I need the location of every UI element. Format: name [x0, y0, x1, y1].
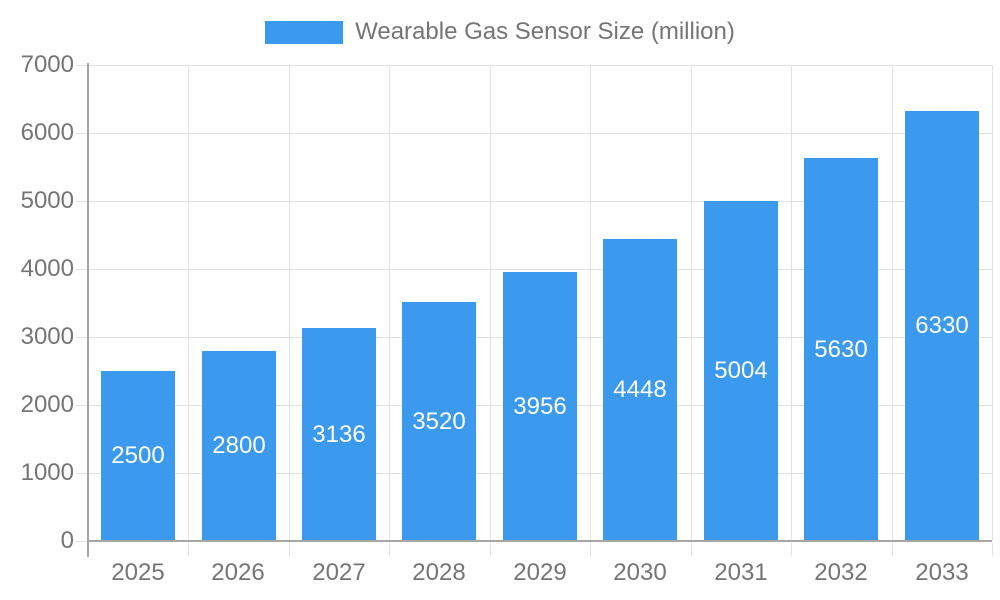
x-tick-label: 2025: [111, 559, 165, 586]
y-axis-tick: [76, 541, 88, 542]
x-tick-label: 2033: [915, 559, 969, 586]
y-axis-tick: [76, 405, 88, 406]
gridline-vertical: [389, 65, 390, 541]
x-axis-line: [88, 540, 992, 542]
x-tick-label: 2029: [513, 559, 567, 586]
x-axis-tick: [389, 543, 390, 556]
y-tick-label: 6000: [20, 119, 74, 146]
x-axis-tick: [791, 543, 792, 556]
gridline-vertical: [188, 65, 189, 541]
bar-value-label: 2500: [111, 442, 165, 469]
y-axis-tick: [76, 65, 88, 66]
legend-swatch: [265, 20, 344, 44]
bar-value-label: 2800: [212, 432, 266, 459]
legend: Wearable Gas Sensor Size (million): [0, 17, 1000, 47]
x-axis-tick: [590, 543, 591, 556]
y-axis-tick: [76, 201, 88, 202]
gridline-vertical: [992, 65, 993, 541]
gridline-horizontal: [88, 269, 992, 270]
bar-value-label: 3956: [513, 392, 567, 420]
gridline-vertical: [490, 65, 491, 541]
gridline-horizontal: [88, 201, 992, 202]
x-tick-label: 2030: [613, 559, 667, 586]
x-axis-tick: [992, 543, 993, 556]
gridline-vertical: [590, 65, 591, 541]
y-axis-tick: [76, 269, 88, 270]
y-tick-label: 0: [60, 527, 74, 554]
gridline-horizontal: [88, 65, 992, 66]
bar-value-label: 4448: [613, 376, 667, 403]
x-axis-tick: [892, 543, 893, 556]
x-tick-label: 2031: [714, 559, 768, 586]
bar-value-label: 6330: [915, 312, 969, 339]
gridline-horizontal: [88, 133, 992, 134]
y-axis-tick: [76, 473, 88, 474]
legend-label: Wearable Gas Sensor Size (million): [355, 18, 735, 45]
y-tick-label: 3000: [20, 323, 74, 350]
bar-value-label: 3136: [312, 420, 366, 448]
x-tick-label: 2026: [211, 559, 265, 586]
bar: 4448: [603, 239, 677, 541]
bar: 3136: [302, 328, 376, 541]
x-axis-tick: [289, 543, 290, 556]
y-axis-tick: [76, 337, 88, 338]
y-axis-line: [87, 63, 89, 557]
bar: 3520: [402, 302, 476, 541]
bar-value-label: 5630: [814, 335, 868, 363]
bar: 2800: [202, 351, 276, 541]
x-tick-label: 2028: [412, 559, 466, 586]
bar: 5630: [804, 158, 878, 541]
bar: 2500: [101, 371, 175, 541]
gridline-vertical: [791, 65, 792, 541]
x-axis-tick: [188, 543, 189, 556]
x-tick-label: 2027: [312, 559, 366, 586]
bar-value-label: 5004: [714, 357, 768, 384]
bar: 6330: [905, 111, 979, 541]
bar: 5004: [704, 201, 778, 541]
x-axis-tick: [490, 543, 491, 556]
x-tick-label: 2032: [814, 559, 868, 586]
bar-value-label: 3520: [412, 407, 466, 435]
x-axis-tick: [691, 543, 692, 556]
bar: 3956: [503, 272, 577, 541]
y-tick-label: 7000: [20, 51, 74, 78]
y-tick-label: 1000: [20, 459, 74, 486]
y-axis-tick: [76, 133, 88, 134]
gridline-vertical: [892, 65, 893, 541]
gridline-vertical: [691, 65, 692, 541]
y-tick-label: 2000: [20, 391, 74, 418]
y-tick-label: 4000: [20, 255, 74, 282]
y-tick-label: 5000: [20, 187, 74, 214]
gridline-vertical: [289, 65, 290, 541]
